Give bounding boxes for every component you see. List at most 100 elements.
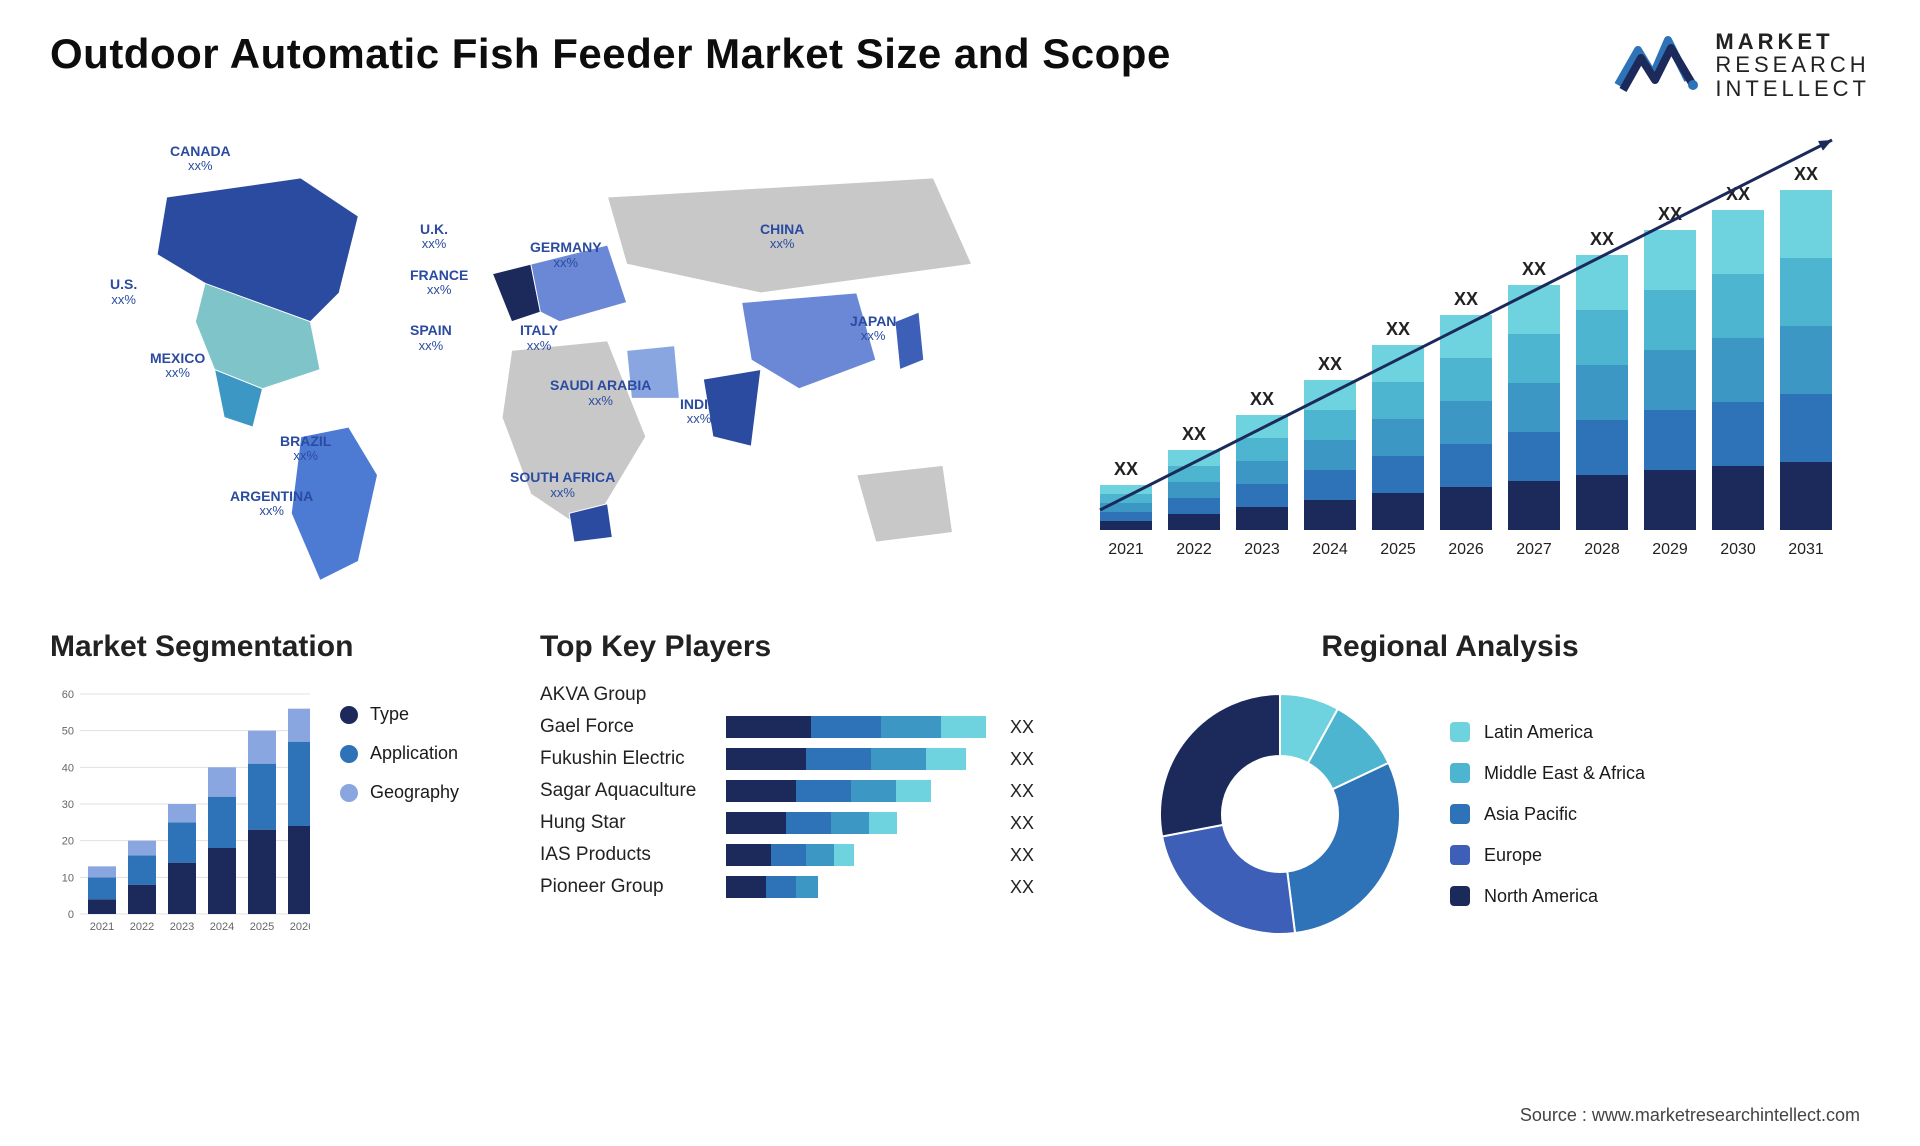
forecast-bar-seg bbox=[1644, 350, 1696, 410]
forecast-bar-seg bbox=[1576, 420, 1628, 475]
player-bar bbox=[726, 876, 986, 898]
map-label: SOUTH AFRICAxx% bbox=[510, 470, 615, 500]
regional-legend: Latin AmericaMiddle East & AfricaAsia Pa… bbox=[1450, 722, 1645, 907]
player-value: XX bbox=[1010, 717, 1034, 738]
forecast-bar-seg bbox=[1644, 290, 1696, 350]
player-row: AKVA Group bbox=[540, 684, 1100, 706]
legend-label: Type bbox=[370, 704, 409, 725]
player-name: Hung Star bbox=[540, 812, 710, 834]
forecast-bar-seg bbox=[1712, 466, 1764, 530]
player-bar-seg bbox=[786, 812, 831, 834]
player-name: Gael Force bbox=[540, 716, 710, 738]
seg-bar-seg bbox=[128, 855, 156, 884]
forecast-bar-seg bbox=[1780, 258, 1832, 326]
player-bar-seg bbox=[771, 844, 806, 866]
forecast-bar-seg bbox=[1168, 514, 1220, 530]
legend-label: North America bbox=[1484, 886, 1598, 907]
forecast-bar-seg bbox=[1508, 481, 1560, 530]
legend-swatch-icon bbox=[1450, 722, 1470, 742]
forecast-bar-seg bbox=[1508, 383, 1560, 432]
map-label: SAUDI ARABIAxx% bbox=[550, 378, 651, 408]
forecast-bar-seg bbox=[1712, 338, 1764, 402]
forecast-bar-seg bbox=[1236, 484, 1288, 507]
map-label: GERMANYxx% bbox=[530, 240, 602, 270]
forecast-year-label: 2023 bbox=[1244, 541, 1280, 558]
player-row: Sagar AquacultureXX bbox=[540, 780, 1100, 802]
forecast-bar-label: XX bbox=[1590, 229, 1614, 249]
seg-bar-seg bbox=[88, 877, 116, 899]
map-label: ARGENTINAxx% bbox=[230, 489, 313, 519]
player-bar bbox=[726, 716, 986, 738]
legend-label: Geography bbox=[370, 782, 459, 803]
map-label: U.K.xx% bbox=[420, 222, 448, 252]
players-list: AKVA GroupGael ForceXXFukushin ElectricX… bbox=[540, 684, 1100, 898]
logo-line3: INTELLECT bbox=[1715, 77, 1870, 100]
map-label: FRANCExx% bbox=[410, 268, 468, 298]
donut-slice bbox=[1287, 763, 1400, 933]
player-bar-seg bbox=[831, 812, 869, 834]
legend-label: Europe bbox=[1484, 845, 1542, 866]
map-label: JAPANxx% bbox=[850, 314, 896, 344]
player-bar bbox=[726, 812, 986, 834]
player-bar-seg bbox=[881, 716, 941, 738]
regional-title: Regional Analysis bbox=[1150, 630, 1750, 664]
legend-label: Middle East & Africa bbox=[1484, 763, 1645, 784]
player-bar-seg bbox=[726, 748, 806, 770]
y-tick-label: 40 bbox=[62, 762, 74, 774]
forecast-year-label: 2024 bbox=[1312, 541, 1348, 558]
legend-swatch-icon bbox=[1450, 886, 1470, 906]
player-bar bbox=[726, 780, 986, 802]
seg-legend-item: Application bbox=[340, 743, 459, 764]
forecast-bar-seg bbox=[1236, 438, 1288, 461]
forecast-bar-seg bbox=[1644, 410, 1696, 470]
player-row: Hung StarXX bbox=[540, 812, 1100, 834]
y-tick-label: 60 bbox=[62, 689, 74, 701]
page-title: Outdoor Automatic Fish Feeder Market Siz… bbox=[50, 30, 1171, 78]
player-row: IAS ProductsXX bbox=[540, 844, 1100, 866]
forecast-bar-seg bbox=[1372, 456, 1424, 493]
forecast-bar-seg bbox=[1712, 274, 1764, 338]
seg-bar-seg bbox=[168, 863, 196, 914]
forecast-bar-seg bbox=[1372, 419, 1424, 456]
forecast-bar-label: XX bbox=[1522, 259, 1546, 279]
seg-bar-seg bbox=[248, 830, 276, 914]
seg-legend-item: Type bbox=[340, 704, 459, 725]
segmentation-title: Market Segmentation bbox=[50, 630, 490, 664]
forecast-bar-seg bbox=[1780, 190, 1832, 258]
player-bar-seg bbox=[941, 716, 986, 738]
forecast-year-label: 2029 bbox=[1652, 541, 1688, 558]
forecast-year-label: 2025 bbox=[1380, 541, 1416, 558]
forecast-bar-seg bbox=[1780, 394, 1832, 462]
player-bar bbox=[726, 844, 986, 866]
forecast-bar-label: XX bbox=[1250, 389, 1274, 409]
map-region-australia bbox=[857, 465, 953, 542]
forecast-year-label: 2021 bbox=[1108, 541, 1144, 558]
seg-bar-seg bbox=[288, 826, 310, 914]
map-label: CHINAxx% bbox=[760, 222, 804, 252]
forecast-bar-seg bbox=[1304, 500, 1356, 530]
brand-logo: MARKET RESEARCH INTELLECT bbox=[1613, 30, 1870, 100]
forecast-bar-seg bbox=[1644, 230, 1696, 290]
seg-bar-seg bbox=[248, 731, 276, 764]
forecast-bar-seg bbox=[1508, 285, 1560, 334]
seg-year-label: 2026 bbox=[290, 921, 310, 933]
map-label: SPAINxx% bbox=[410, 323, 452, 353]
map-label: U.S.xx% bbox=[110, 277, 137, 307]
player-bar-seg bbox=[806, 748, 871, 770]
donut-slice bbox=[1162, 825, 1295, 934]
seg-bar-seg bbox=[88, 866, 116, 877]
map-region-north-america-canada bbox=[157, 178, 358, 322]
seg-legend-item: Geography bbox=[340, 782, 459, 803]
logo-mark-icon bbox=[1613, 30, 1703, 100]
player-name: Fukushin Electric bbox=[540, 748, 710, 770]
forecast-bar-seg bbox=[1168, 482, 1220, 498]
legend-swatch-icon bbox=[1450, 804, 1470, 824]
forecast-bar-seg bbox=[1304, 440, 1356, 470]
player-name: AKVA Group bbox=[540, 684, 710, 706]
player-bar-seg bbox=[726, 876, 766, 898]
forecast-bar-seg bbox=[1100, 521, 1152, 530]
region-legend-item: Latin America bbox=[1450, 722, 1645, 743]
legend-label: Application bbox=[370, 743, 458, 764]
map-label: BRAZILxx% bbox=[280, 434, 331, 464]
player-bar-seg bbox=[726, 812, 786, 834]
